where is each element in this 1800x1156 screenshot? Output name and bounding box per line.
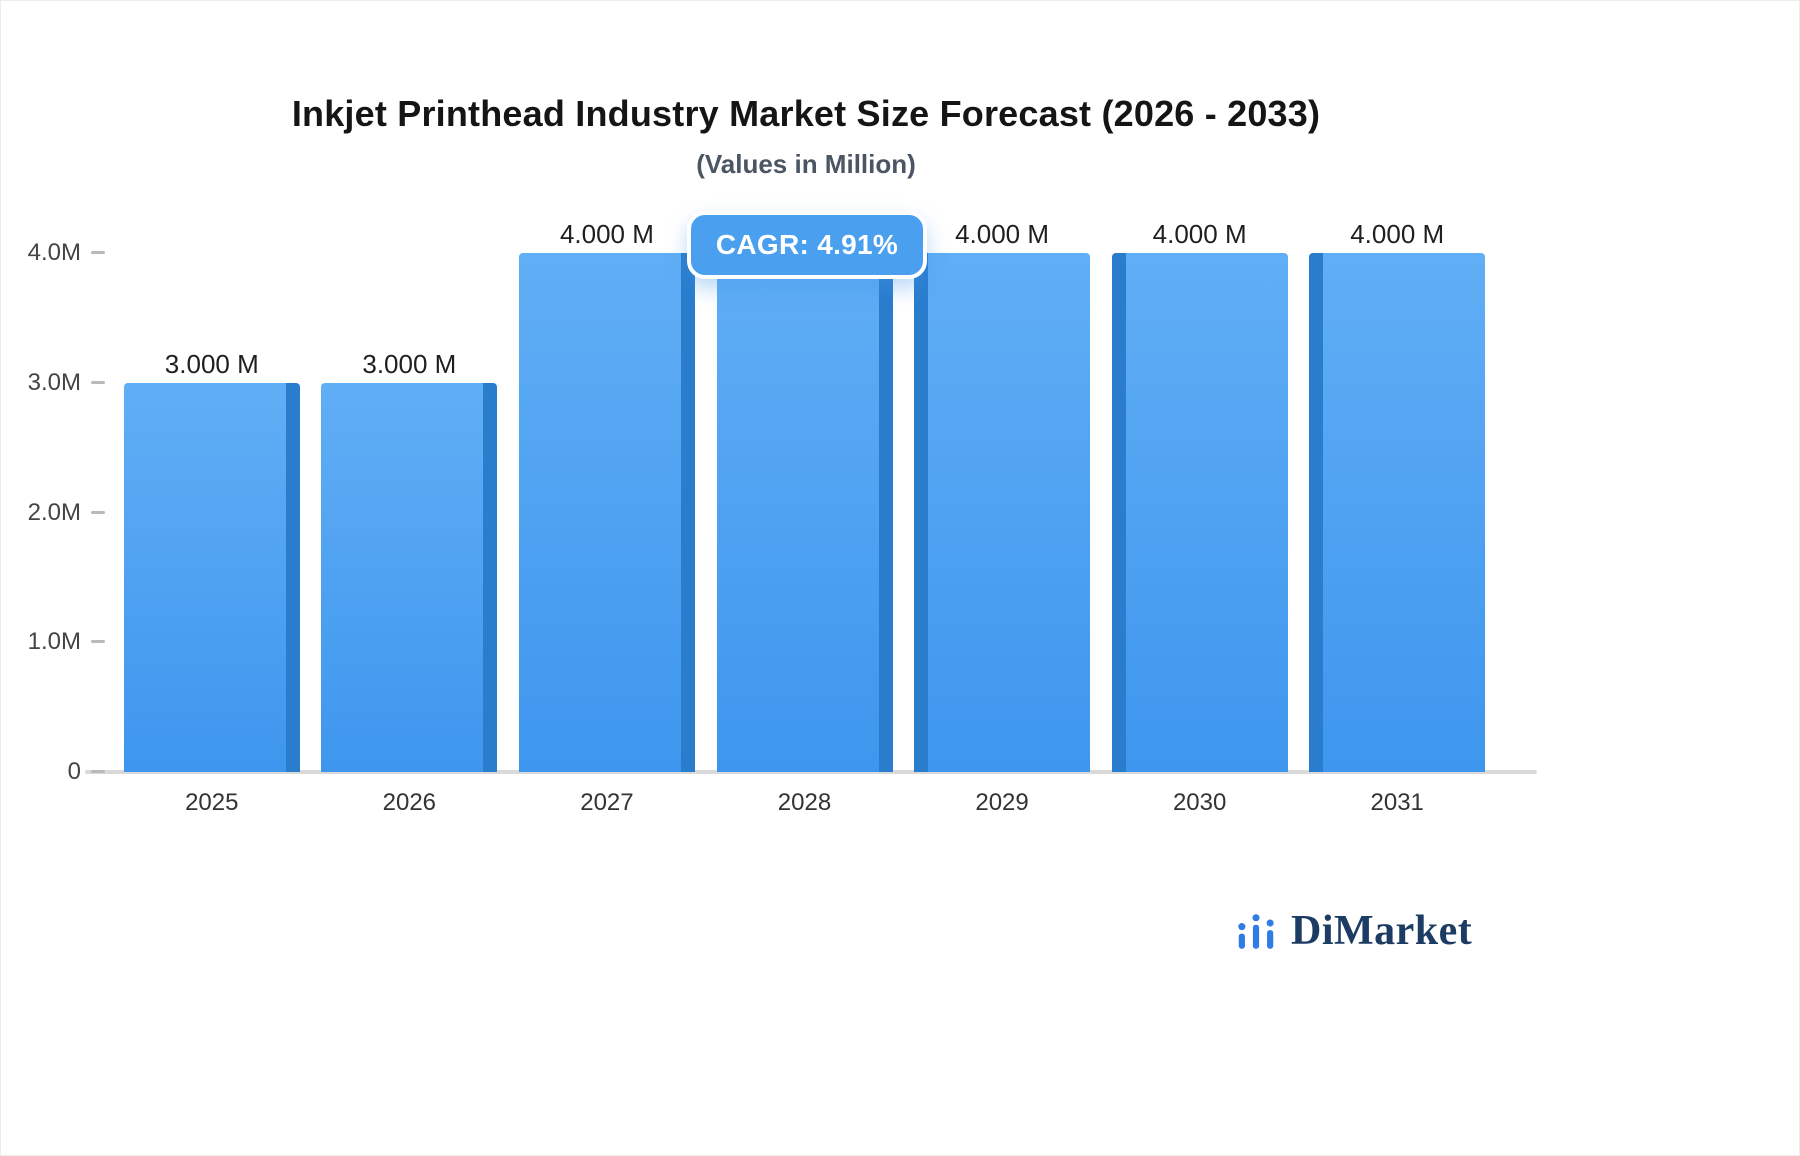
bar-face [1125,253,1288,772]
x-tick-label: 2029 [975,789,1029,816]
bar-side-shade [1111,253,1126,772]
bar-value-label: 3.000 M [164,349,259,379]
x-tick-label: 2027 [580,789,634,816]
y-tick-label: 4.0M [27,239,81,266]
bar [321,383,498,772]
chart-title: Inkjet Printhead Industry Market Size Fo… [291,93,1321,134]
x-tick-label: 2028 [777,789,832,816]
bar [914,253,1091,772]
bar-side-shade [680,253,695,772]
bar-side-shade [914,253,929,772]
bar-face [518,253,681,772]
bar [123,383,300,772]
bar [1309,253,1486,772]
y-tick-label: 3.0M [27,368,81,396]
x-axis-line [85,770,1537,774]
bar-chart-icon [1238,914,1274,949]
y-tick-label: 2.0M [27,498,81,526]
logo-text: DiMarket [1291,908,1473,954]
bar-value-label: 3.000 M [362,349,457,379]
bar-side-shade [285,383,300,772]
x-tick-label: 2026 [382,789,437,816]
x-tick-label: 2031 [1370,789,1424,816]
chart-subtitle: (Values in Million) [696,149,916,179]
y-tick-mark [91,640,105,644]
y-tick-mark [91,510,105,514]
y-tick-mark [91,251,105,254]
bar-side-shade [878,253,893,772]
bar-face [321,383,484,772]
x-tick-label: 2025 [185,789,239,816]
bar-side-shade [483,383,498,772]
bar-face [928,253,1091,772]
y-tick-label: 1.0M [27,628,81,656]
y-tick-label: 0 [67,758,81,785]
bar-value-label: 4.000 M [955,219,1050,249]
bar [1111,253,1288,772]
y-tick-mark [91,770,105,773]
bar-side-shade [1309,253,1324,772]
bar [716,253,893,772]
bar-face [1323,253,1486,772]
cagr-badge: CAGR: 4.91% [687,211,927,279]
bar-value-label: 4.000 M [1350,219,1445,249]
cagr-badge-label: CAGR: 4.91% [715,229,899,260]
dimarket-logo: DiMarket [1233,907,1472,955]
bar-face [123,383,286,772]
bar-value-label: 4.000 M [559,219,654,249]
x-tick-label: 2030 [1172,789,1227,816]
bar [518,253,695,772]
bar-face [716,253,879,772]
bar-value-label: 4.000 M [1152,219,1247,249]
y-tick-mark [91,380,105,384]
